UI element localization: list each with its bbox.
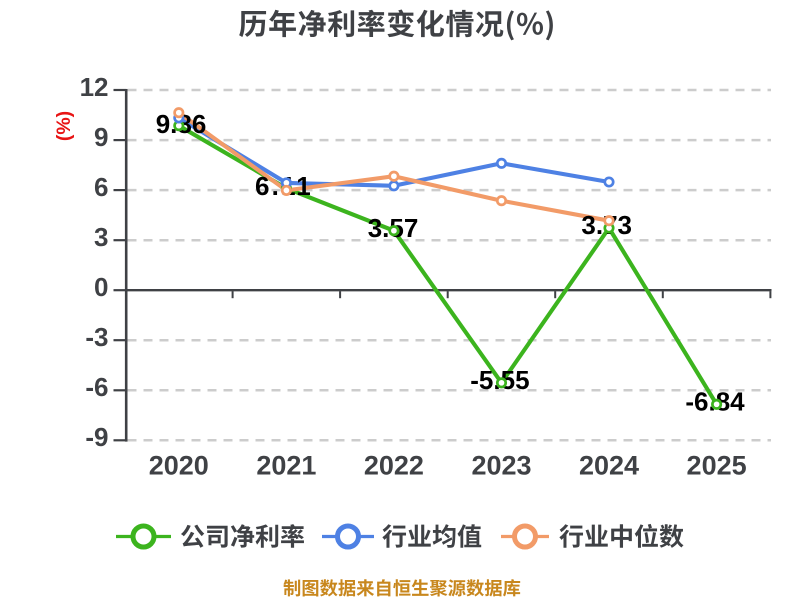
svg-text:2020: 2020: [149, 451, 209, 481]
svg-text:(%): (%): [53, 111, 75, 141]
svg-text:-3: -3: [85, 322, 108, 352]
svg-text:3: 3: [94, 222, 108, 252]
svg-text:2025: 2025: [687, 451, 747, 481]
svg-text:2021: 2021: [256, 451, 316, 481]
svg-text:2023: 2023: [471, 451, 531, 481]
svg-text:0: 0: [94, 272, 108, 302]
svg-text:9: 9: [94, 122, 108, 152]
svg-text:2024: 2024: [579, 451, 639, 481]
svg-text:6: 6: [94, 172, 108, 202]
svg-text:-9: -9: [85, 422, 108, 452]
svg-text:2022: 2022: [364, 451, 424, 481]
svg-text:-6: -6: [85, 372, 108, 402]
svg-text:12: 12: [80, 72, 109, 102]
